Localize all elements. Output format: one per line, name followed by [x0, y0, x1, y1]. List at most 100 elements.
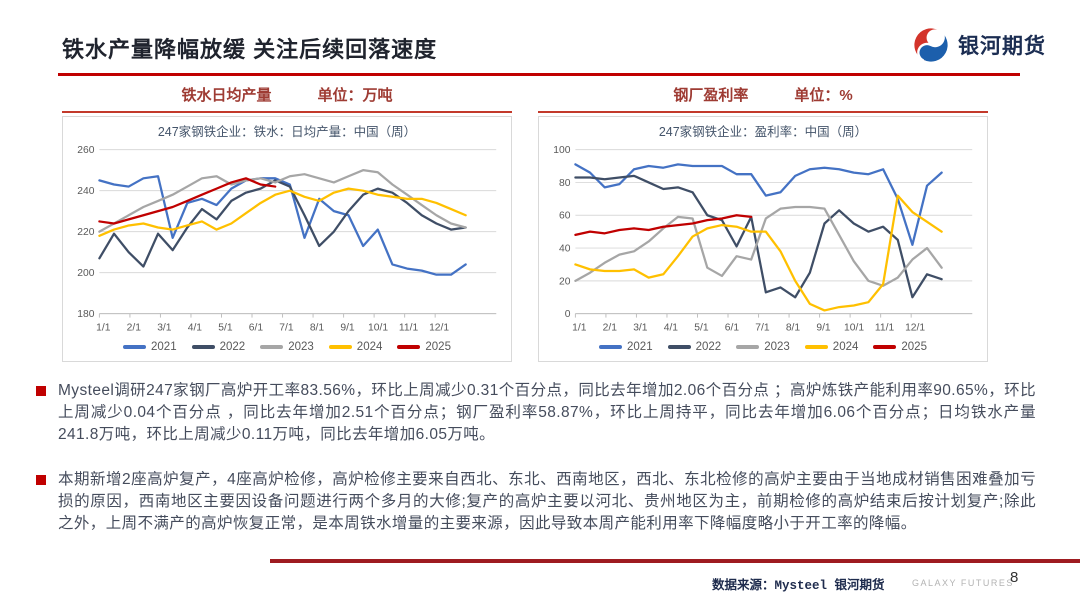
legend-swatch	[873, 345, 897, 349]
title-underline	[58, 73, 1020, 76]
legend-label: 2024	[356, 341, 383, 353]
panel-header-underline	[62, 111, 512, 113]
legend-label: 2025	[425, 341, 451, 353]
svg-text:10/1: 10/1	[368, 322, 388, 333]
svg-text:3/1: 3/1	[633, 322, 648, 333]
svg-text:40: 40	[559, 243, 571, 254]
legend-swatch	[804, 345, 828, 349]
legend-item-2022: 2022	[191, 341, 246, 353]
legend-item-2024: 2024	[328, 341, 383, 353]
svg-text:1/1: 1/1	[96, 322, 111, 333]
svg-text:220: 220	[77, 227, 94, 238]
svg-text:6/1: 6/1	[725, 322, 740, 333]
panel-hot-metal-output: 铁水日均产量 单位：万吨 247家钢铁企业：铁水：日均产量：中国（周） 180 2…	[62, 86, 512, 362]
panel-mill-profitability: 钢厂盈利率 单位：% 247家钢铁企业：盈利率：中国（周） 0 20 40 60 80 1…	[538, 86, 988, 362]
legend-swatch	[328, 345, 352, 349]
legend-label: 2024	[832, 341, 859, 353]
legend-swatch	[191, 345, 215, 349]
svg-text:100: 100	[553, 145, 570, 156]
svg-text:12/1: 12/1	[429, 322, 449, 333]
chart-frame: 247家钢铁企业：盈利率：中国（周） 0 20 40 60 80 100 1/1 2/1 3/1…	[538, 116, 988, 362]
svg-text:0: 0	[565, 309, 571, 320]
legend-item-2021: 2021	[123, 341, 177, 353]
svg-text:180: 180	[77, 309, 94, 320]
svg-text:11/1: 11/1	[875, 322, 895, 333]
legend-swatch	[260, 345, 284, 349]
mill-profitability-chart: 0 20 40 60 80 100 1/1 2/1 3/1 4/1 5/1 6/1 7/1 8/1 9/1 1…	[553, 145, 973, 333]
chart-title: 247家钢铁企业：铁水：日均产量：中国（周）	[157, 125, 417, 139]
chart-frame: 247家钢铁企业：铁水：日均产量：中国（周） 180 200 220 240 260 1/…	[62, 116, 512, 362]
svg-text:11/1: 11/1	[399, 322, 419, 333]
bullet-item: 本期新增2座高炉复产，4座高炉检修，高炉检修主要来自西北、东北、西南地区，西北、…	[36, 469, 1036, 535]
legend-label: 2021	[151, 341, 177, 353]
legend-label: 2022	[219, 341, 246, 353]
logo-brand-text: 银河期货	[958, 35, 1046, 58]
svg-text:7/1: 7/1	[279, 322, 294, 333]
bullet-square-icon	[36, 386, 46, 396]
legend-item-2022: 2022	[667, 341, 722, 353]
svg-text:3/1: 3/1	[157, 322, 172, 333]
chart-legend: 2021 2022 2023 2024 2025	[66, 341, 508, 353]
summary-bullets: Mysteel调研247家钢厂高炉开工率83.56%，环比上周减少0.31个百分…	[36, 380, 1036, 558]
legend-item-2021: 2021	[599, 341, 653, 353]
legend-swatch	[599, 345, 623, 349]
legend-label: 2022	[695, 341, 722, 353]
legend-item-2023: 2023	[736, 341, 790, 353]
svg-text:2/1: 2/1	[127, 322, 142, 333]
svg-text:80: 80	[559, 178, 571, 189]
legend-item-2025: 2025	[873, 341, 927, 353]
page-number: 8	[1010, 569, 1019, 586]
footer-divider-bar	[270, 559, 1080, 563]
chart-title: 247家钢铁企业：盈利率：中国（周）	[658, 125, 868, 139]
svg-text:8/1: 8/1	[310, 322, 325, 333]
data-source-label: 数据来源：Mysteel 银河期货	[712, 579, 885, 593]
panel-unit-label: 单位：万吨	[317, 87, 393, 104]
svg-text:6/1: 6/1	[249, 322, 264, 333]
svg-text:20: 20	[559, 276, 571, 287]
panel-header: 铁水日均产量 单位：万吨	[62, 86, 512, 106]
bullet-square-icon	[36, 475, 46, 485]
svg-text:12/1: 12/1	[905, 322, 925, 333]
hot-metal-output-chart: 180 200 220 240 260 1/1 2/1 3/1 4/1 5/1 6/1 7/1 8/1 9…	[77, 145, 497, 333]
svg-text:4/1: 4/1	[664, 322, 679, 333]
bullet-text: 本期新增2座高炉复产，4座高炉检修，高炉检修主要来自西北、东北、西南地区，西北、…	[58, 471, 1036, 532]
bullet-item: Mysteel调研247家钢厂高炉开工率83.56%，环比上周减少0.31个百分…	[36, 380, 1036, 446]
svg-text:9/1: 9/1	[816, 322, 831, 333]
legend-label: 2021	[627, 341, 653, 353]
bullet-text: Mysteel调研247家钢厂高炉开工率83.56%，环比上周减少0.31个百分…	[58, 382, 1036, 443]
svg-text:9/1: 9/1	[340, 322, 355, 333]
svg-text:260: 260	[77, 145, 94, 156]
legend-label: 2025	[901, 341, 927, 353]
galaxy-swirl-icon	[914, 28, 948, 62]
svg-text:200: 200	[77, 268, 94, 279]
svg-text:5/1: 5/1	[218, 322, 233, 333]
footer-brand-en: GALAXY FUTURES	[912, 578, 1014, 588]
legend-swatch	[123, 345, 147, 349]
legend-label: 2023	[764, 341, 790, 353]
legend-swatch	[736, 345, 760, 349]
company-logo: 银河期货	[912, 26, 1046, 64]
svg-text:240: 240	[77, 186, 94, 197]
panel-unit-label: 单位：%	[794, 87, 853, 104]
svg-text:10/1: 10/1	[844, 322, 864, 333]
legend-label: 2023	[288, 341, 314, 353]
legend-item-2025: 2025	[397, 341, 451, 353]
legend-item-2024: 2024	[804, 341, 859, 353]
svg-text:1/1: 1/1	[572, 322, 587, 333]
chart-legend: 2021 2022 2023 2024 2025	[542, 341, 984, 353]
panel-header-underline	[538, 111, 988, 113]
svg-text:2/1: 2/1	[603, 322, 618, 333]
svg-text:7/1: 7/1	[755, 322, 770, 333]
panel-header-label: 钢厂盈利率	[673, 87, 749, 104]
legend-swatch	[667, 345, 691, 349]
svg-text:60: 60	[559, 211, 571, 222]
panel-header: 钢厂盈利率 单位：%	[538, 86, 988, 106]
chart-panels: 铁水日均产量 单位：万吨 247家钢铁企业：铁水：日均产量：中国（周） 180 2…	[62, 86, 988, 362]
svg-text:5/1: 5/1	[694, 322, 709, 333]
legend-swatch	[397, 345, 421, 349]
svg-text:8/1: 8/1	[786, 322, 801, 333]
panel-header-label: 铁水日均产量	[181, 87, 272, 104]
page-title: 铁水产量降幅放缓 关注后续回落速度	[62, 37, 438, 62]
legend-item-2023: 2023	[260, 341, 314, 353]
